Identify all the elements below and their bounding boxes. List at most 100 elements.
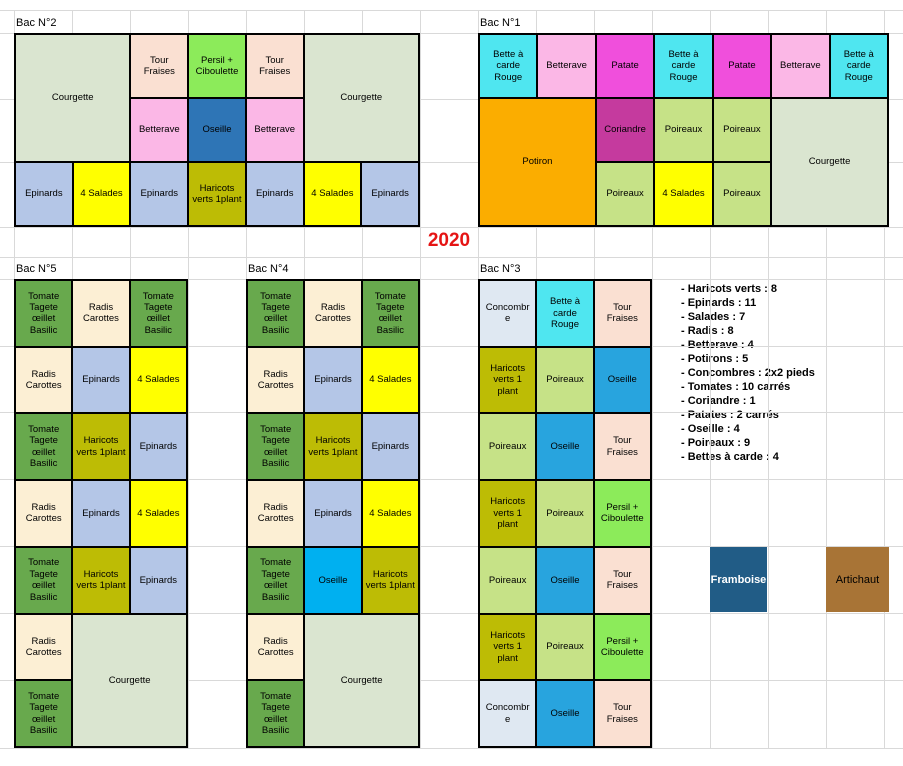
garden-cell-haricots[interactable]: Haricots verts 1plant	[73, 547, 129, 613]
garden-cell-epinards[interactable]: Epinards	[130, 547, 186, 613]
gridline-vertical	[652, 10, 653, 748]
legend-item: - Haricots verts : 8	[681, 283, 777, 295]
garden-cell-patate[interactable]: Patate	[596, 35, 654, 97]
garden-cell-poireaux[interactable]: Poireaux	[713, 163, 771, 225]
garden-cell-haricots[interactable]: Haricots verts 1plant	[305, 414, 361, 480]
garden-cell-salades[interactable]: 4 Salades	[130, 481, 186, 546]
garden-cell-potiron[interactable]: Potiron	[480, 99, 595, 225]
garden-cell-salades[interactable]: 4 Salades	[73, 163, 130, 225]
garden-cell-tomate[interactable]: Tomate Tagete œillet Basilic	[248, 681, 304, 746]
garden-cell-poireaux[interactable]: Poireaux	[713, 99, 771, 161]
garden-cell-tomate[interactable]: Tomate Tagete œillet Basilic	[248, 414, 304, 480]
garden-cell-haricots[interactable]: Haricots verts 1 plant	[480, 347, 536, 413]
garden-cell-haricots[interactable]: Haricots verts 1plant	[362, 547, 418, 613]
garden-cell-tour_fraises[interactable]: Tour Fraises	[246, 35, 303, 97]
garden-cell-tomate[interactable]: Tomate Tagete œillet Basilic	[130, 281, 186, 346]
garden-cell-tomate[interactable]: Tomate Tagete œillet Basilic	[16, 681, 72, 746]
legend-item: - Potirons : 5	[681, 353, 749, 365]
garden-cell-courgette[interactable]: Courgette	[772, 99, 887, 225]
garden-cell-salades[interactable]: 4 Salades	[362, 347, 418, 413]
garden-cell-poireaux[interactable]: Poireaux	[480, 547, 536, 613]
garden-cell-radis[interactable]: Radis Carottes	[16, 347, 72, 413]
garden-cell-patate[interactable]: Patate	[713, 35, 771, 97]
garden-cell-radis[interactable]: Radis Carottes	[16, 481, 72, 546]
garden-cell-poireaux[interactable]: Poireaux	[480, 414, 536, 480]
garden-cell-betterave[interactable]: Betterave	[131, 99, 188, 161]
gridline-horizontal	[0, 33, 903, 34]
garden-cell-radis[interactable]: Radis Carottes	[73, 281, 129, 346]
gridline-vertical	[768, 10, 769, 748]
garden-cell-tour_fraises[interactable]: Tour Fraises	[594, 414, 650, 480]
garden-cell-salades[interactable]: 4 Salades	[655, 163, 712, 225]
garden-cell-courgette[interactable]: Courgette	[305, 614, 418, 746]
artichaut-cell[interactable]: Artichaut	[826, 547, 889, 612]
garden-cell-concombre[interactable]: Concombr e	[480, 681, 536, 746]
garden-cell-radis[interactable]: Radis Carottes	[305, 281, 361, 346]
garden-cell-courgette[interactable]: Courgette	[16, 35, 130, 161]
framboise-cell[interactable]: Framboise	[710, 547, 767, 612]
garden-cell-epinards[interactable]: Epinards	[16, 163, 72, 225]
garden-cell-courgette[interactable]: Courgette	[304, 35, 418, 161]
garden-cell-tomate[interactable]: Tomate Tagete œillet Basilic	[16, 414, 72, 480]
garden-cell-radis[interactable]: Radis Carottes	[16, 614, 72, 680]
garden-cell-courgette[interactable]: Courgette	[73, 614, 186, 746]
garden-cell-epinards[interactable]: Epinards	[305, 481, 361, 546]
garden-cell-poireaux[interactable]: Poireaux	[655, 99, 712, 161]
garden-cell-epinards[interactable]: Epinards	[131, 163, 188, 225]
garden-cell-oseille_moyen[interactable]: Oseille	[594, 347, 650, 413]
gridline-horizontal	[0, 748, 903, 749]
garden-cell-persil[interactable]: Persil + Ciboulette	[594, 614, 650, 680]
garden-cell-poireaux[interactable]: Poireaux	[537, 347, 593, 413]
garden-cell-poireaux[interactable]: Poireaux	[596, 163, 654, 225]
garden-cell-tomate[interactable]: Tomate Tagete œillet Basilic	[16, 547, 72, 613]
garden-cell-epinards[interactable]: Epinards	[305, 347, 361, 413]
garden-cell-coriandre[interactable]: Coriandre	[596, 99, 654, 161]
garden-cell-epinards[interactable]: Epinards	[130, 414, 186, 480]
legend-item: - Bettes à carde : 4	[681, 451, 779, 463]
garden-cell-radis[interactable]: Radis Carottes	[248, 481, 304, 546]
garden-cell-tour_fraises[interactable]: Tour Fraises	[594, 281, 650, 346]
garden-cell-bette_carde[interactable]: Bette à carde Rouge	[830, 35, 887, 97]
bac-label-bac-3: Bac N°3	[480, 263, 521, 275]
garden-cell-bette_carde[interactable]: Bette à carde Rouge	[480, 35, 537, 97]
garden-cell-oseille_vif[interactable]: Oseille	[305, 547, 361, 613]
garden-cell-poireaux[interactable]: Poireaux	[537, 481, 593, 546]
garden-cell-persil[interactable]: Persil + Ciboulette	[594, 481, 650, 546]
garden-cell-bette_carde[interactable]: Bette à carde Rouge	[655, 35, 712, 97]
garden-cell-betterave[interactable]: Betterave	[538, 35, 595, 97]
garden-cell-concombre[interactable]: Concombr e	[480, 281, 536, 346]
garden-cell-haricots[interactable]: Haricots verts 1plant	[189, 163, 245, 225]
garden-cell-tour_fraises[interactable]: Tour Fraises	[594, 547, 650, 613]
garden-cell-betterave[interactable]: Betterave	[772, 35, 829, 97]
garden-cell-radis[interactable]: Radis Carottes	[248, 614, 304, 680]
garden-cell-tomate[interactable]: Tomate Tagete œillet Basilic	[16, 281, 72, 346]
garden-cell-tomate[interactable]: Tomate Tagete œillet Basilic	[362, 281, 418, 346]
garden-cell-haricots[interactable]: Haricots verts 1 plant	[480, 481, 536, 546]
garden-cell-oseille_moyen[interactable]: Oseille	[537, 414, 593, 480]
garden-cell-oseille_moyen[interactable]: Oseille	[537, 547, 593, 613]
garden-cell-salades[interactable]: 4 Salades	[304, 163, 361, 225]
garden-cell-epinards[interactable]: Epinards	[362, 414, 418, 480]
garden-cell-tomate[interactable]: Tomate Tagete œillet Basilic	[248, 281, 304, 346]
garden-cell-epinards[interactable]: Epinards	[362, 163, 418, 225]
garden-cell-bette_carde[interactable]: Bette à carde Rouge	[537, 281, 593, 346]
garden-cell-haricots[interactable]: Haricots verts 1plant	[73, 414, 129, 480]
garden-cell-epinards[interactable]: Epinards	[246, 163, 303, 225]
garden-cell-salades[interactable]: 4 Salades	[362, 481, 418, 546]
garden-cell-persil[interactable]: Persil + Ciboulette	[189, 35, 245, 97]
garden-cell-tour_fraises[interactable]: Tour Fraises	[594, 681, 650, 746]
gridline-horizontal	[0, 680, 903, 681]
garden-cell-epinards[interactable]: Epinards	[73, 481, 129, 546]
garden-cell-haricots[interactable]: Haricots verts 1 plant	[480, 614, 536, 680]
garden-cell-radis[interactable]: Radis Carottes	[248, 347, 304, 413]
garden-cell-tomate[interactable]: Tomate Tagete œillet Basilic	[248, 547, 304, 613]
garden-cell-betterave[interactable]: Betterave	[246, 99, 303, 161]
garden-cell-poireaux[interactable]: Poireaux	[537, 614, 593, 680]
garden-cell-oseille_moyen[interactable]: Oseille	[537, 681, 593, 746]
gridline-vertical	[884, 10, 885, 748]
legend-item: - Radis : 8	[681, 325, 734, 337]
garden-cell-oseille_fonce[interactable]: Oseille	[189, 99, 245, 161]
garden-cell-salades[interactable]: 4 Salades	[130, 347, 186, 413]
garden-cell-tour_fraises[interactable]: Tour Fraises	[131, 35, 188, 97]
garden-cell-epinards[interactable]: Epinards	[73, 347, 129, 413]
